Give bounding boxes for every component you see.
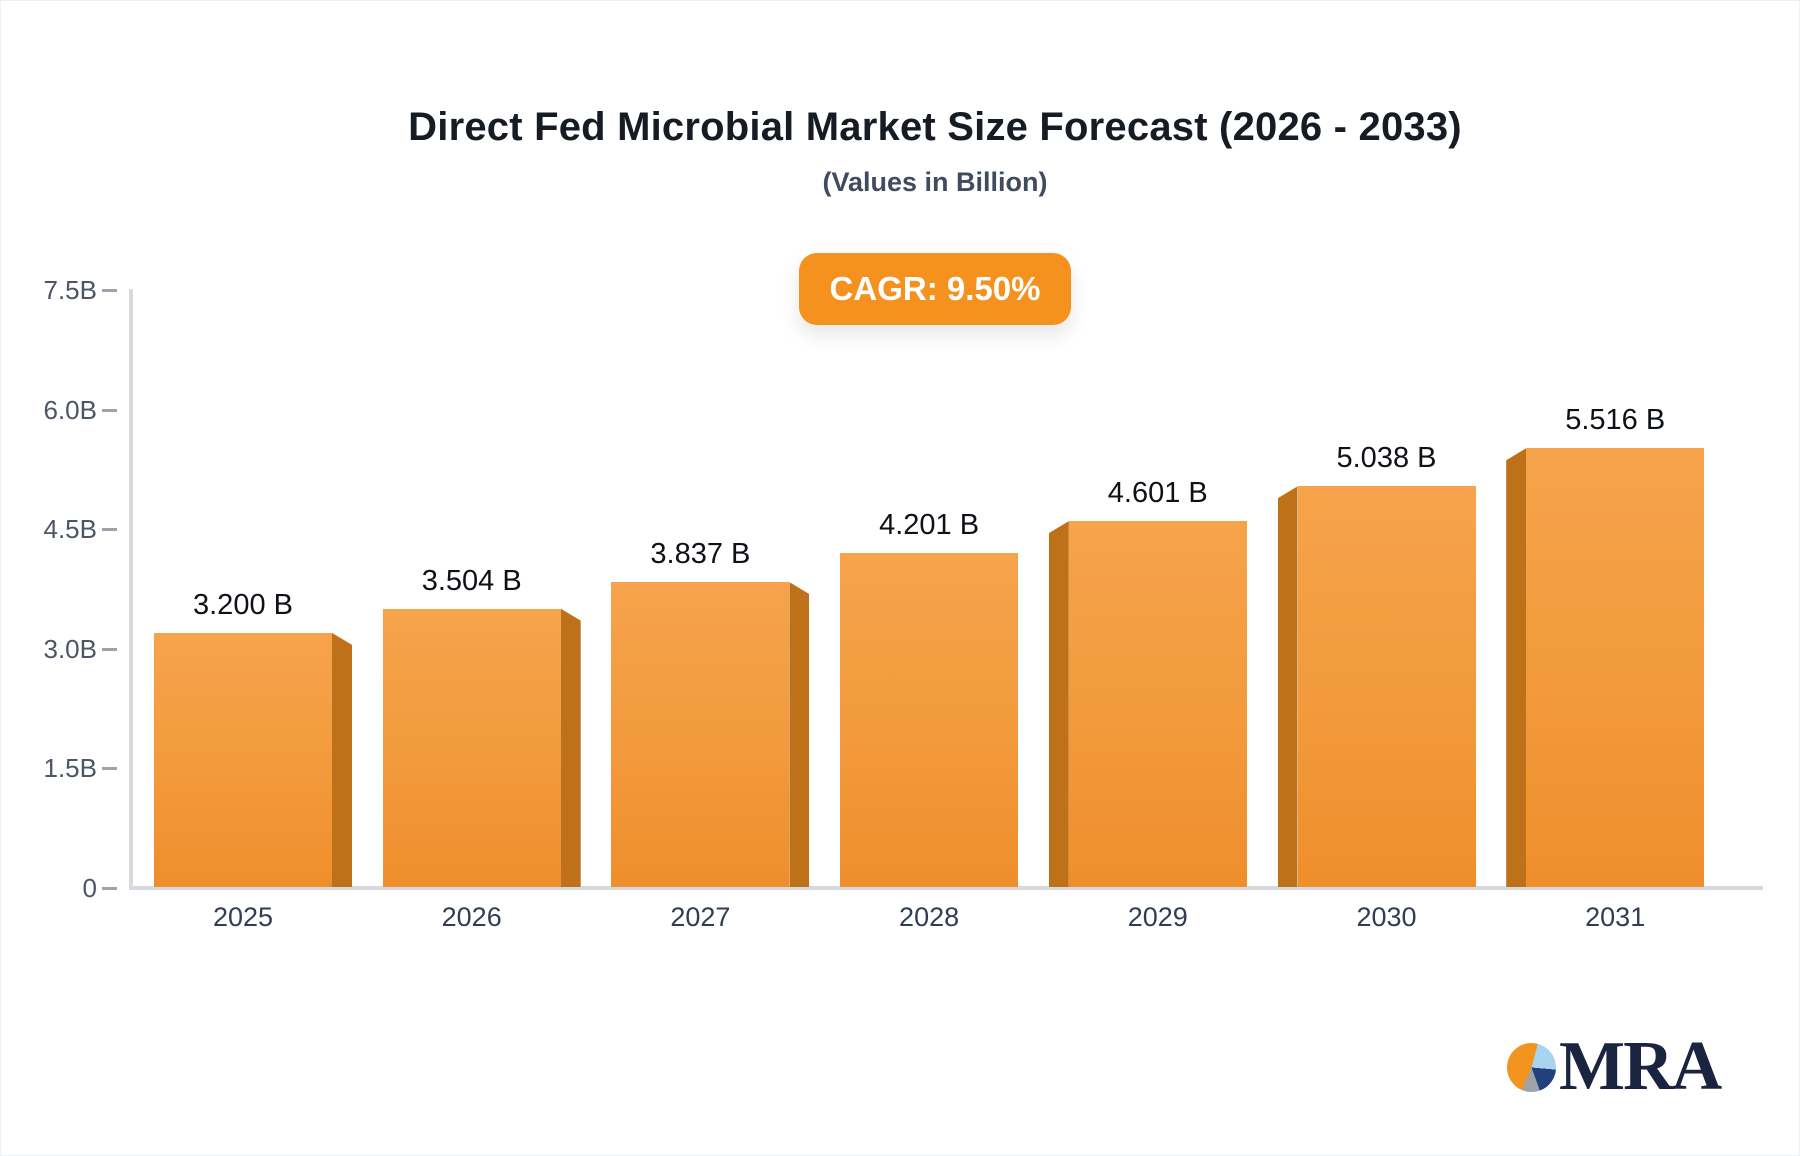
bar-2027[interactable]: [611, 582, 790, 887]
bar-value-label-2030: 5.038 B: [1336, 442, 1437, 475]
bar-value-label-2029: 4.601 B: [1107, 477, 1208, 510]
bar-2030[interactable]: [1297, 486, 1476, 887]
cagr-badge-row: CAGR: 9.50%: [71, 253, 1799, 325]
y-tick-label: 0: [82, 873, 97, 903]
x-tick-label-2026: 2026: [441, 902, 502, 932]
page-title: Direct Fed Microbial Market Size Forecas…: [408, 105, 1462, 149]
y-tick-label: 7.5B: [43, 275, 98, 306]
y-tick-dash: [102, 528, 117, 532]
bar-2025[interactable]: [154, 632, 332, 887]
y-tick-label: 6.0B: [43, 394, 98, 425]
bar-value-label-2028: 4.201 B: [879, 509, 980, 542]
bar-value-label-2025: 3.200 B: [193, 588, 293, 621]
y-tick-dash: [102, 647, 117, 651]
bar-2031[interactable]: [1526, 448, 1705, 887]
x-tick-label-2027: 2027: [670, 902, 731, 932]
y-tick-dash: [102, 289, 117, 293]
y-tick-label: 4.5B: [43, 514, 98, 545]
x-tick-label-2028: 2028: [899, 902, 960, 932]
cagr-badge[interactable]: CAGR: 9.50%: [798, 253, 1072, 325]
y-tick-dash: [102, 887, 117, 890]
y-tick-label: 3.0B: [43, 633, 98, 664]
y-tick-dash: [102, 767, 117, 771]
bar-side-2029: [1048, 521, 1069, 887]
bar-side-2031: [1506, 448, 1527, 887]
x-tick-label-2025: 2025: [212, 902, 274, 932]
bar-side-2025: [332, 632, 352, 887]
bar-2026[interactable]: [382, 608, 561, 887]
pie-chart-icon: [1507, 1042, 1556, 1092]
brand-logo: MRA: [1507, 1032, 1722, 1102]
y-tick-dash: [102, 408, 117, 412]
x-tick-label-2031: 2031: [1585, 902, 1646, 932]
bar-value-label-2026: 3.504 B: [421, 564, 522, 597]
bar-side-2026: [560, 608, 581, 887]
logo-text: MRA: [1559, 1028, 1722, 1105]
bar-value-label-2031: 5.516 B: [1565, 404, 1666, 437]
bar-value-label-2027: 3.837 B: [650, 538, 751, 571]
y-axis-line: [129, 289, 133, 890]
x-tick-label-2030: 2030: [1356, 902, 1417, 932]
x-axis-line: [129, 886, 1763, 890]
bar-2029[interactable]: [1068, 521, 1247, 887]
page-subtitle: (Values in Billion): [822, 167, 1048, 197]
y-tick-label: 1.5B: [43, 753, 98, 784]
x-tick-label-2029: 2029: [1127, 902, 1188, 932]
bar-side-2027: [789, 582, 810, 887]
bar-2028[interactable]: [840, 553, 1019, 887]
bar-side-2030: [1277, 486, 1298, 887]
